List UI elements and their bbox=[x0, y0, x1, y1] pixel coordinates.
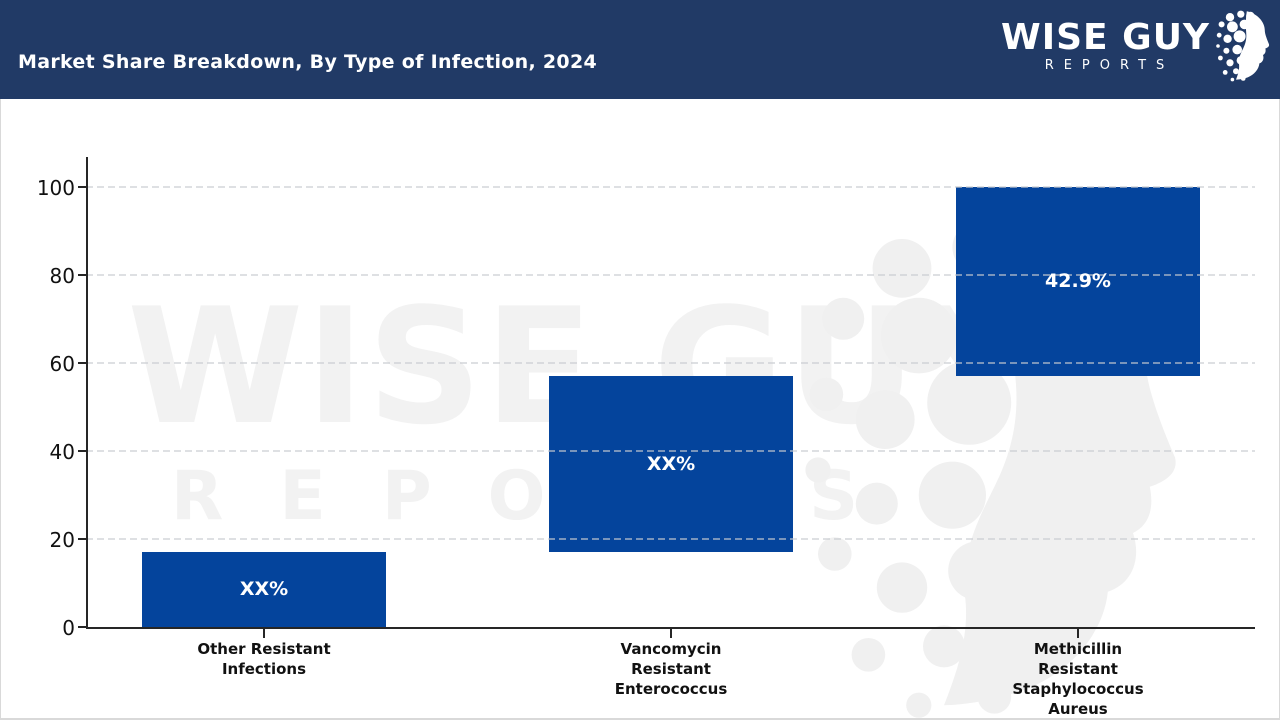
y-tick-mark bbox=[78, 362, 87, 364]
y-tick-label: 20 bbox=[49, 528, 75, 552]
x-tick-mark bbox=[1077, 629, 1079, 638]
logo-head-icon bbox=[1216, 10, 1270, 82]
y-tick-label: 40 bbox=[49, 440, 75, 464]
x-category-label: Methicillin Resistant Staphylococcus Aur… bbox=[1012, 640, 1144, 718]
grid-line bbox=[86, 274, 1255, 276]
grid-line bbox=[86, 450, 1255, 452]
y-tick-mark bbox=[78, 538, 87, 540]
grid-line bbox=[86, 186, 1255, 188]
x-category-label: Vancomycin Resistant Enterococcus bbox=[614, 640, 728, 698]
bar-plot: XX% XX% 42.9% 0 20 40 60 80 100 Other Resistant I… bbox=[1, 99, 1279, 718]
grid-line bbox=[86, 538, 1255, 540]
bar-value-label: XX% bbox=[239, 578, 289, 601]
logo-secondary-text: REPORTS bbox=[1044, 57, 1175, 73]
y-tick-mark bbox=[78, 450, 87, 452]
chart-canvas: WISE GUY REPORTS XX% XX% 42.9% 0 20 40 60 80 100… bbox=[0, 99, 1280, 720]
x-axis-line bbox=[86, 627, 1255, 629]
wise-guy-logo: WISE GUY REPORTS bbox=[1001, 9, 1272, 83]
x-category-label: Other Resistant Infections bbox=[197, 640, 331, 678]
y-tick-label: 100 bbox=[36, 176, 75, 200]
y-tick-label: 0 bbox=[62, 616, 75, 640]
bar-value-label: 42.9% bbox=[1045, 270, 1111, 293]
logo-wordmark: WISE GUY REPORTS bbox=[1001, 19, 1210, 73]
grid-line bbox=[86, 362, 1255, 364]
bar bbox=[142, 551, 386, 627]
y-tick-mark bbox=[78, 626, 87, 628]
chart-title: Market Share Breakdown, By Type of Infec… bbox=[18, 51, 597, 74]
logo-primary-text: WISE GUY bbox=[1000, 17, 1210, 59]
y-tick-label: 80 bbox=[49, 264, 75, 288]
y-axis-line bbox=[86, 157, 88, 629]
bar bbox=[549, 375, 793, 552]
y-tick-mark bbox=[78, 274, 87, 276]
bar-value-label: XX% bbox=[646, 452, 696, 475]
x-tick-mark bbox=[263, 629, 265, 638]
header-bar: Market Share Breakdown, By Type of Infec… bbox=[0, 0, 1280, 99]
y-tick-label: 60 bbox=[49, 352, 75, 376]
x-tick-mark bbox=[670, 629, 672, 638]
y-tick-mark bbox=[78, 186, 87, 188]
